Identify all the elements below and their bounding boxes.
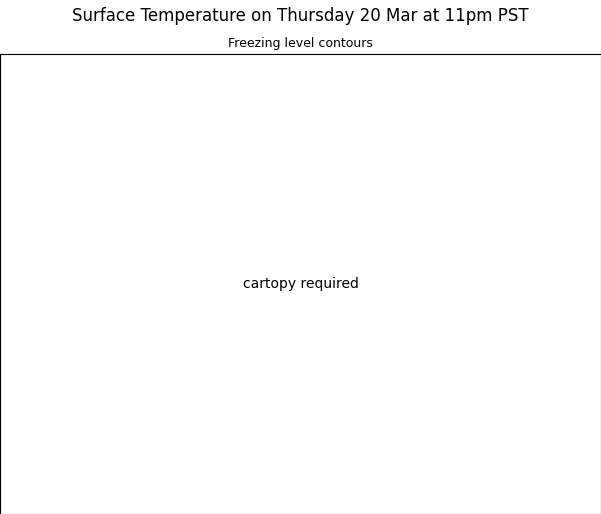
Text: Surface Temperature on Thursday 20 Mar at 11pm PST: Surface Temperature on Thursday 20 Mar a…	[72, 7, 529, 25]
Text: cartopy required: cartopy required	[243, 277, 358, 291]
Text: Freezing level contours: Freezing level contours	[228, 36, 373, 50]
